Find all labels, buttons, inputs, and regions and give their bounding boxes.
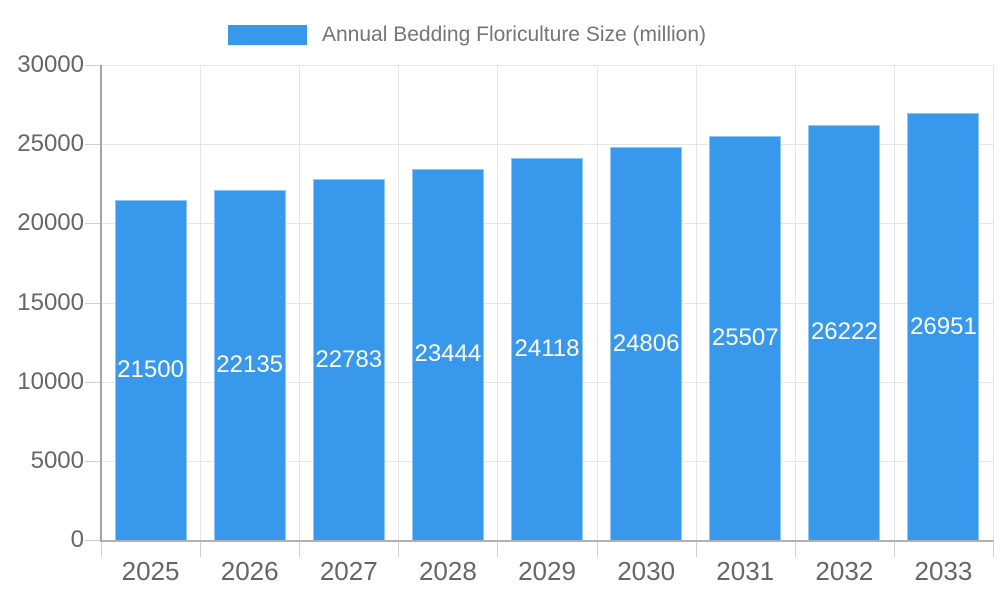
bar-value-label: 22135 — [216, 350, 284, 378]
bar-2025[interactable] — [114, 199, 187, 540]
y-axis-tick — [85, 223, 101, 225]
y-axis-tick — [85, 540, 101, 541]
y-axis-line — [100, 65, 102, 542]
y-tick-label: 5000 — [30, 446, 84, 474]
x-tick-label: 2031 — [716, 556, 775, 586]
bar-2031[interactable] — [709, 136, 782, 540]
bar-value-label: 24806 — [612, 329, 680, 357]
y-tick-label: 15000 — [17, 288, 84, 316]
legend-label: Annual Bedding Floriculture Size (millio… — [322, 23, 707, 46]
x-tick-label: 2033 — [914, 556, 973, 586]
y-tick-label: 25000 — [17, 130, 84, 158]
bar-2033[interactable] — [907, 113, 980, 540]
x-axis-tick — [497, 540, 499, 557]
y-tick-label: 0 — [70, 526, 84, 553]
y-axis-tick — [85, 302, 101, 304]
gridline-y-30000 — [101, 65, 993, 66]
x-tick-label: 2032 — [815, 556, 874, 586]
gridline-x — [893, 65, 895, 540]
gridline-x — [794, 65, 796, 540]
x-axis-tick — [200, 540, 202, 557]
x-tick-label: 2026 — [220, 556, 279, 586]
x-axis-tick — [794, 540, 796, 557]
x-axis-tick — [101, 540, 102, 557]
bar-2030[interactable] — [610, 147, 683, 540]
x-axis-tick — [695, 540, 697, 557]
y-axis-tick — [85, 460, 101, 462]
legend[interactable]: Annual Bedding Floriculture Size (millio… — [228, 23, 706, 47]
x-tick-label: 2027 — [319, 556, 378, 586]
bar-value-label: 26951 — [910, 312, 977, 340]
x-axis-tick — [596, 540, 598, 557]
x-axis-tick — [398, 540, 400, 557]
bar-2027[interactable] — [312, 179, 385, 540]
gridline-x — [596, 65, 598, 540]
gridline-x — [497, 65, 499, 540]
x-tick-label: 2029 — [518, 556, 576, 586]
gridline-x — [695, 65, 697, 540]
gridline-y-25000 — [101, 144, 993, 146]
y-tick-label: 20000 — [17, 209, 84, 237]
y-axis-tick — [85, 65, 101, 66]
y-axis-tick — [85, 381, 101, 383]
legend-swatch — [228, 25, 307, 45]
x-axis-line — [101, 540, 993, 542]
bar-2032[interactable] — [808, 124, 881, 540]
y-tick-label: 30000 — [17, 51, 84, 78]
y-tick-label: 10000 — [17, 367, 84, 395]
bar-value-label: 25507 — [711, 324, 779, 352]
gridline-x — [200, 65, 202, 540]
x-axis-tick — [893, 540, 895, 557]
bar-value-label: 24118 — [514, 335, 580, 363]
bar-value-label: 23444 — [414, 340, 482, 368]
gridline-x — [299, 65, 301, 540]
bar-2029[interactable] — [511, 158, 583, 540]
x-axis-tick — [299, 540, 301, 557]
bar-value-label: 26222 — [810, 318, 878, 346]
bar-2028[interactable] — [411, 168, 484, 540]
bar-value-label: 21500 — [117, 355, 184, 383]
x-axis-tick — [993, 540, 994, 557]
y-axis-tick — [85, 144, 101, 146]
x-tick-label: 2028 — [418, 556, 477, 586]
x-tick-label: 2030 — [617, 556, 676, 586]
bar-value-label: 22783 — [315, 345, 383, 373]
x-tick-label: 2025 — [121, 556, 180, 586]
bar-2026[interactable] — [213, 189, 286, 540]
gridline-x — [398, 65, 400, 540]
gridline-x — [993, 65, 994, 540]
